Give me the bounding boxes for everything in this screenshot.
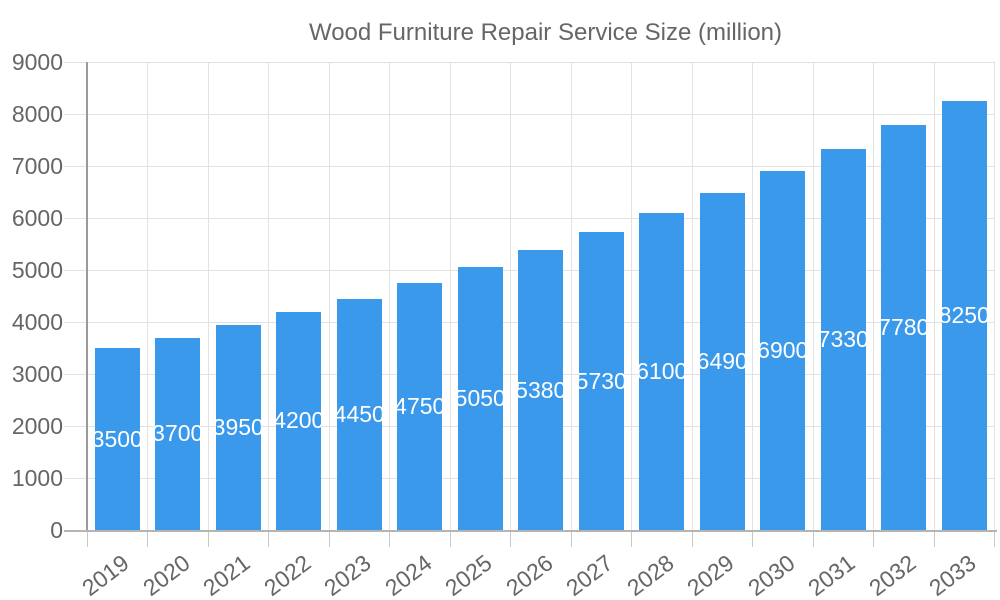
x-axis-category-label: 2026 (500, 549, 558, 600)
x-gridline (328, 62, 330, 530)
y-axis-tick-label: 2000 (11, 413, 63, 439)
x-gridline (752, 62, 753, 530)
x-axis-tick (389, 532, 390, 547)
x-axis-category-label: 2019 (77, 549, 134, 600)
x-axis-tick (510, 532, 511, 547)
x-axis-tick (570, 532, 572, 547)
bar-value-label: 7780 (881, 314, 927, 341)
x-gridline (389, 62, 390, 530)
y-axis-tick-label: 9000 (11, 49, 63, 75)
bar[interactable]: 6900 (760, 171, 806, 530)
y-axis-tick-label: 8000 (11, 101, 63, 127)
y-axis-tick-label: 5000 (11, 257, 63, 283)
x-gridline (691, 62, 693, 530)
bar[interactable]: 3950 (215, 324, 261, 530)
bar[interactable]: 7330 (820, 148, 866, 530)
y-gridline (64, 217, 995, 219)
x-axis-category-label: 2021 (198, 549, 255, 600)
x-axis-category-label: 2032 (863, 549, 921, 600)
x-gridline (207, 62, 209, 530)
x-axis-category-label: 2033 (924, 549, 981, 600)
x-axis-tick (873, 532, 874, 547)
x-axis-tick (812, 532, 814, 547)
bar-value-label: 4750 (397, 393, 443, 419)
x-axis-tick (147, 532, 148, 547)
x-gridline (510, 62, 511, 530)
x-gridline (933, 62, 935, 530)
bar[interactable]: 5730 (578, 232, 624, 530)
bar-value-label: 3500 (94, 425, 140, 452)
x-axis-tick (631, 532, 632, 547)
legend-item[interactable]: Wood Furniture Repair Service Size (mill… (218, 19, 782, 47)
bar-value-label: 4450 (336, 400, 382, 427)
bar[interactable]: 4750 (397, 283, 443, 530)
x-axis-tick (933, 532, 935, 547)
bar[interactable]: 8250 (941, 101, 987, 530)
x-axis-category-label: 2031 (803, 549, 860, 600)
bar[interactable]: 4200 (276, 311, 322, 530)
x-axis-tick (691, 532, 693, 547)
bar[interactable]: 6100 (639, 212, 685, 530)
bar[interactable]: 7780 (881, 125, 927, 530)
chart-legend: Wood Furniture Repair Service Size (mill… (0, 19, 1000, 47)
x-axis-category-label: 2022 (258, 549, 316, 600)
x-gridline (873, 62, 874, 530)
y-gridline (64, 113, 995, 115)
bar[interactable]: 3700 (155, 337, 201, 530)
y-axis-tick-label: 6000 (11, 205, 63, 231)
x-gridline (449, 62, 451, 530)
x-axis-tick (268, 532, 269, 547)
x-axis-tick (449, 532, 451, 547)
bar-value-label: 8250 (941, 302, 987, 328)
x-gridline (147, 62, 148, 530)
x-axis-tick (752, 532, 753, 547)
x-axis-tick (86, 532, 88, 547)
x-axis-category-label: 2029 (682, 549, 739, 600)
y-axis-tick-label: 3000 (11, 361, 63, 387)
x-axis-category-label: 2020 (137, 549, 195, 600)
x-gridline (994, 62, 995, 530)
y-axis-line (86, 62, 88, 532)
bar[interactable]: 6490 (699, 192, 745, 530)
x-axis-tick (328, 532, 330, 547)
x-gridline (570, 62, 572, 530)
y-axis-tick-label: 1000 (11, 465, 63, 491)
legend-label: Wood Furniture Repair Service Size (mill… (308, 19, 783, 46)
y-axis-tick-label: 4000 (11, 309, 63, 335)
x-axis-category-label: 2028 (621, 549, 679, 600)
x-axis-category-label: 2027 (561, 549, 618, 600)
y-axis-tick-label: 7000 (11, 153, 63, 179)
bar[interactable]: 5380 (518, 250, 564, 530)
bar[interactable]: 4450 (336, 298, 382, 530)
bar[interactable]: 3500 (94, 348, 140, 530)
y-axis-tick-label: 0 (50, 517, 63, 543)
bar-value-label: 6900 (760, 337, 806, 364)
x-gridline (631, 62, 632, 530)
x-axis-category-label: 2024 (379, 549, 437, 600)
bar-value-label: 7330 (820, 325, 866, 352)
x-axis-line (64, 530, 997, 532)
y-gridline (64, 61, 995, 63)
x-gridline (812, 62, 814, 530)
x-axis-category-label: 2023 (319, 549, 376, 600)
y-gridline (64, 165, 995, 167)
bar-value-label: 6490 (699, 347, 745, 374)
x-axis-tick (207, 532, 209, 547)
x-axis-tick (994, 532, 995, 547)
x-gridline (268, 62, 269, 530)
bar[interactable]: 5050 (457, 267, 503, 530)
x-axis-category-label: 2025 (440, 549, 497, 600)
bar-value-label: 6100 (639, 357, 685, 384)
bar-value-label: 3950 (215, 413, 261, 440)
bar-value-label: 4200 (276, 407, 322, 434)
bar-value-label: 5730 (578, 367, 624, 394)
bar-value-label: 3700 (155, 420, 201, 447)
bar-value-label: 5380 (518, 376, 564, 403)
bar-value-label: 5050 (457, 385, 503, 412)
x-axis-category-label: 2030 (742, 549, 800, 600)
